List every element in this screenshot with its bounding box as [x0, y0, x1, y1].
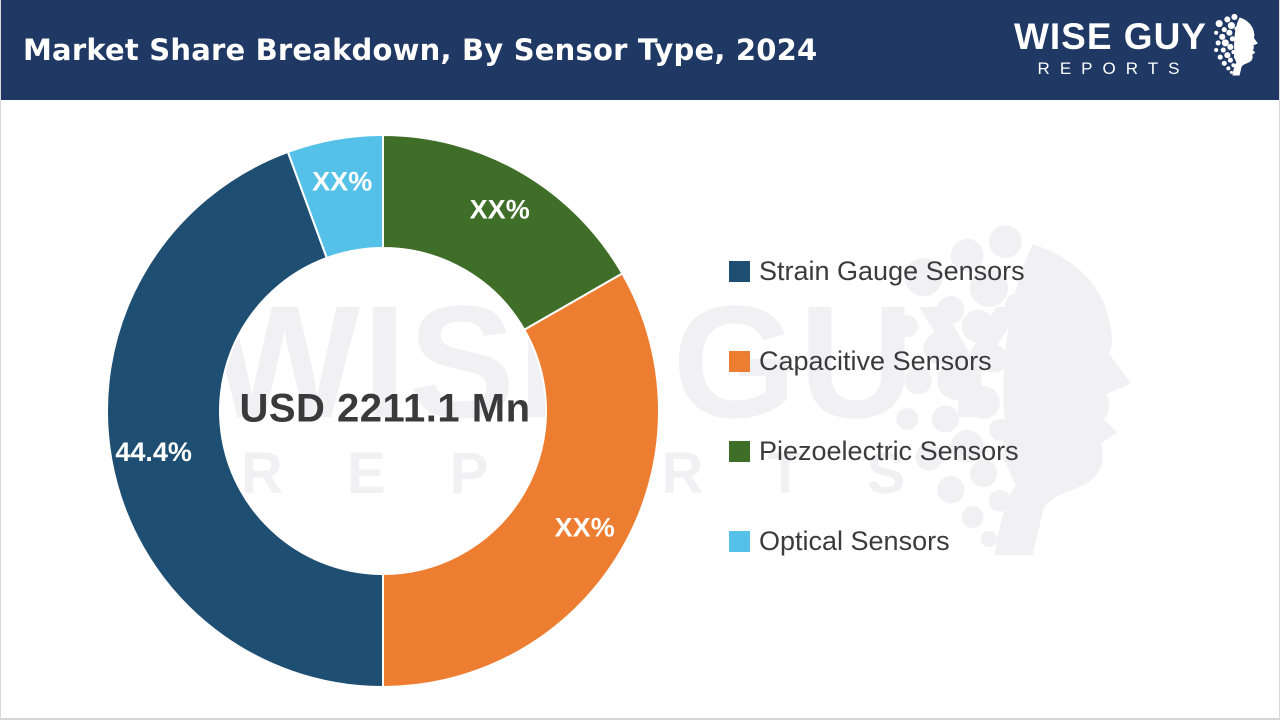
donut-segment-1: [382, 272, 659, 687]
legend-item-capacitive: Capacitive Sensors: [729, 343, 1025, 379]
segment-value-label-3: XX%: [312, 167, 372, 197]
legend-label: Piezoelectric Sensors: [759, 435, 1019, 466]
donut-svg: XX% XX% 44.4% XX%: [107, 135, 659, 687]
logo-wordmark: WISE GUY: [1013, 16, 1207, 57]
legend-swatch: [729, 440, 750, 462]
legend-item-piezoelectric: Piezoelectric Sensors: [729, 433, 1025, 469]
legend-swatch: [729, 260, 750, 282]
legend-item-optical: Optical Sensors: [729, 523, 1025, 559]
legend-item-strain-gauge: Strain Gauge Sensors: [729, 253, 1025, 289]
legend-label: Strain Gauge Sensors: [759, 255, 1025, 286]
logo-text: WISE GUY REPORTS: [1014, 17, 1207, 79]
segment-value-label-2: 44.4%: [115, 437, 192, 467]
donut-segment-2: [107, 150, 384, 687]
legend-label: Optical Sensors: [759, 525, 950, 556]
donut-segment-3: [286, 135, 384, 259]
chart-center-value: USD 2211.1 Mn: [239, 386, 531, 431]
legend-swatch: [729, 350, 750, 372]
logo-head-icon: [1209, 7, 1265, 89]
segment-value-label-0: XX%: [470, 194, 530, 224]
legend-label: Capacitive Sensors: [759, 345, 992, 376]
chart-legend: Strain Gauge Sensors Capacitive Sensors …: [729, 253, 1025, 613]
donut-chart: XX% XX% 44.4% XX%: [107, 135, 659, 687]
wise-guy-logo: WISE GUY REPORTS: [1014, 7, 1265, 89]
header-bar: Market Share Breakdown, By Sensor Type, …: [1, 0, 1279, 100]
page-title: Market Share Breakdown, By Sensor Type, …: [23, 33, 818, 67]
segment-value-label-1: XX%: [555, 513, 615, 543]
logo-subtitle: REPORTS: [1037, 59, 1190, 78]
legend-swatch: [729, 530, 750, 552]
